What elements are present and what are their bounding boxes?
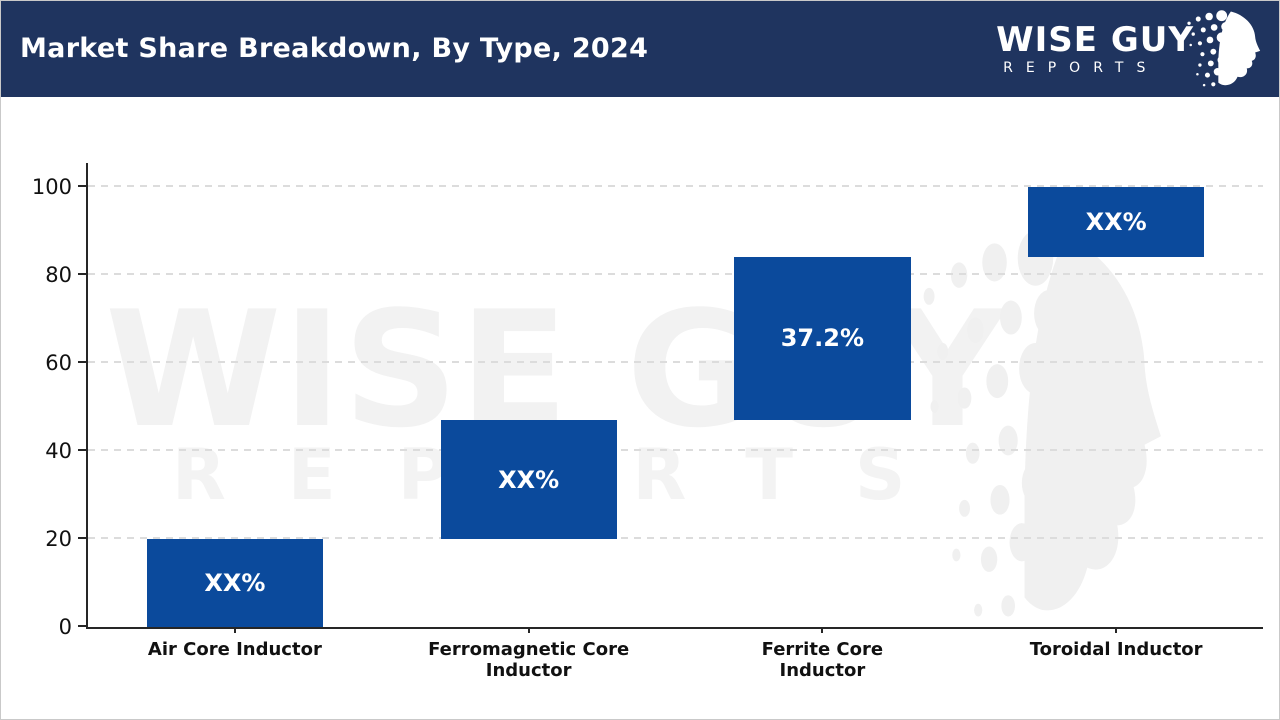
y-axis-line: [86, 163, 88, 627]
x-axis-tick: [233, 627, 236, 633]
gridline: [88, 273, 1263, 276]
x-axis-line: [86, 627, 1263, 629]
y-tick-label: 100: [31, 175, 72, 200]
brand-subname: REPORTS: [1003, 59, 1159, 76]
bar: 37.2%: [734, 256, 911, 421]
y-tick-label: 60: [45, 351, 72, 376]
category-label-line: Ferrite Core: [761, 639, 884, 660]
category-label-line: Air Core Inductor: [147, 639, 322, 660]
dotted-head-logo-icon: [1187, 9, 1261, 86]
bar-value-label: XX%: [1085, 207, 1147, 236]
gridline: [88, 537, 1263, 540]
y-axis-tick: [78, 449, 86, 452]
category-label: Ferrite Core Inductor: [676, 639, 970, 681]
brand-name: WISE GUY: [996, 20, 1194, 61]
category-label: Ferromagnetic Core Inductor: [382, 639, 676, 681]
brand-logo-text: WISE GUY REPORTS: [996, 20, 1194, 76]
x-axis-tick: [821, 627, 824, 633]
y-tick-label: 80: [45, 263, 72, 288]
x-axis-tick: [1115, 627, 1118, 633]
y-tick-label: 40: [45, 439, 72, 464]
y-tick-label: 20: [45, 527, 72, 552]
page-title: Market Share Breakdown, By Type, 2024: [20, 33, 649, 64]
category-label-line: Inductor: [485, 660, 572, 682]
category-label: Toroidal Inductor: [969, 639, 1263, 660]
brand-logo: WISE GUY REPORTS: [996, 7, 1266, 93]
bar: XX%: [440, 420, 617, 540]
category-label-line: Ferromagnetic Core: [428, 639, 630, 660]
bar: XX%: [146, 539, 323, 627]
y-axis-tick: [78, 537, 86, 540]
gridline: [88, 449, 1263, 452]
gridline: [88, 361, 1263, 364]
bar-value-label: XX%: [498, 465, 560, 494]
category-label: Air Core Inductor: [88, 639, 382, 660]
bar-value-label: 37.2%: [780, 324, 864, 353]
header-bar: Market Share Breakdown, By Type, 2024 WI…: [0, 0, 1280, 97]
y-axis-tick: [78, 273, 86, 276]
y-axis-tick: [78, 625, 86, 627]
bar: XX%: [1028, 187, 1205, 257]
gridline: [88, 185, 1263, 188]
category-label-line: Toroidal Inductor: [1029, 639, 1203, 660]
plot-area: Air Core Inductor Ferromagnetic Core Induc…: [32, 163, 1263, 681]
x-axis-tick: [527, 627, 530, 633]
y-axis-tick: [78, 185, 86, 188]
bar-value-label: XX%: [204, 569, 266, 598]
category-label-line: Inductor: [779, 660, 866, 682]
y-axis-tick: [78, 361, 86, 364]
y-tick-label: 0: [58, 615, 72, 639]
